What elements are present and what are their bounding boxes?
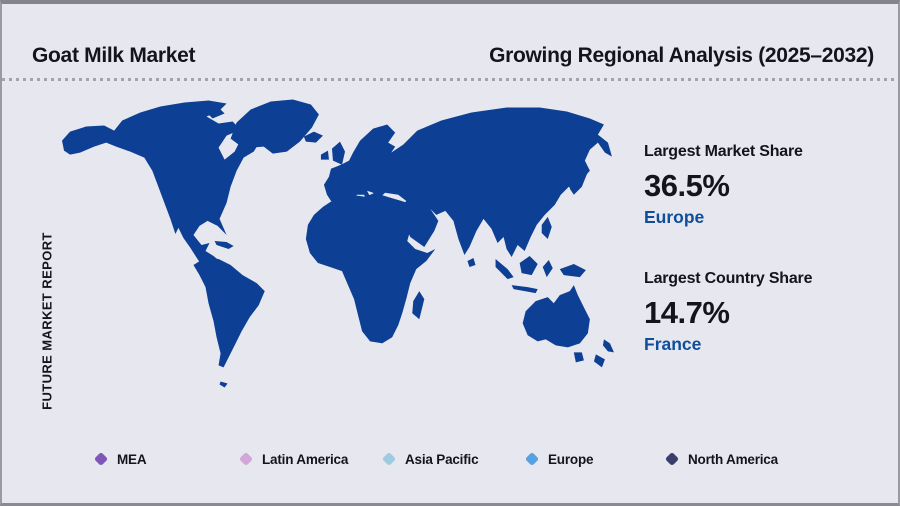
legend-swatch-diamond [381,451,397,467]
stats-panel: Largest Market Share 36.5% Europe Larges… [644,143,894,355]
stat-label: Largest Country Share [644,270,813,287]
legend-swatch-diamond [524,451,540,467]
stat-label: Largest Market Share [644,143,803,160]
page-title: Growing Regional Analysis (2025–2032) [489,44,874,67]
philippines [541,216,552,239]
legend-label: Asia Pacific [405,451,479,467]
legend-item-north-america: North America [664,451,778,467]
brand-title: Goat Milk Market [32,44,196,67]
legend-item-mea: MEA [93,451,147,467]
legend-label: MEA [117,451,147,467]
continent-south-america [193,258,265,388]
continent-eurasia [323,107,612,258]
iceland [303,131,323,143]
indonesia [495,256,586,294]
dotted-divider [2,78,898,81]
madagascar [412,291,425,320]
stat-value: 14.7% [644,295,730,330]
world-map-landmasses [62,99,614,388]
legend-swatch-diamond [93,451,109,467]
legend-item-latin-america: Latin America [238,451,349,467]
stat-country-share: Largest Country Share 14.7% France [644,270,894,355]
legend-label: Latin America [262,451,349,467]
sri-lanka [467,258,476,268]
stat-value: 36.5% [644,168,730,203]
continent-africa [305,192,436,344]
legend-swatch-diamond [664,451,680,467]
new-zealand [593,339,614,368]
continent-australia [522,285,590,348]
side-watermark-label: FUTURE MARKET REPORT [39,232,55,410]
tasmania [573,352,584,363]
japan [569,166,588,195]
greenland [230,99,319,154]
continent-north-america [62,100,261,267]
stat-region: France [644,334,702,354]
legend-swatch-diamond [238,451,254,467]
british-isles [320,141,346,165]
stat-market-share: Largest Market Share 36.5% Europe [644,143,894,228]
arctic-islands [172,104,225,119]
caribbean [214,240,234,249]
legend-item-europe: Europe [524,451,594,467]
stat-region: Europe [644,207,705,227]
legend-label: Europe [548,451,594,467]
world-map [62,99,614,388]
legend-label: North America [688,451,778,467]
legend-item-asia-pacific: Asia Pacific [381,451,479,467]
